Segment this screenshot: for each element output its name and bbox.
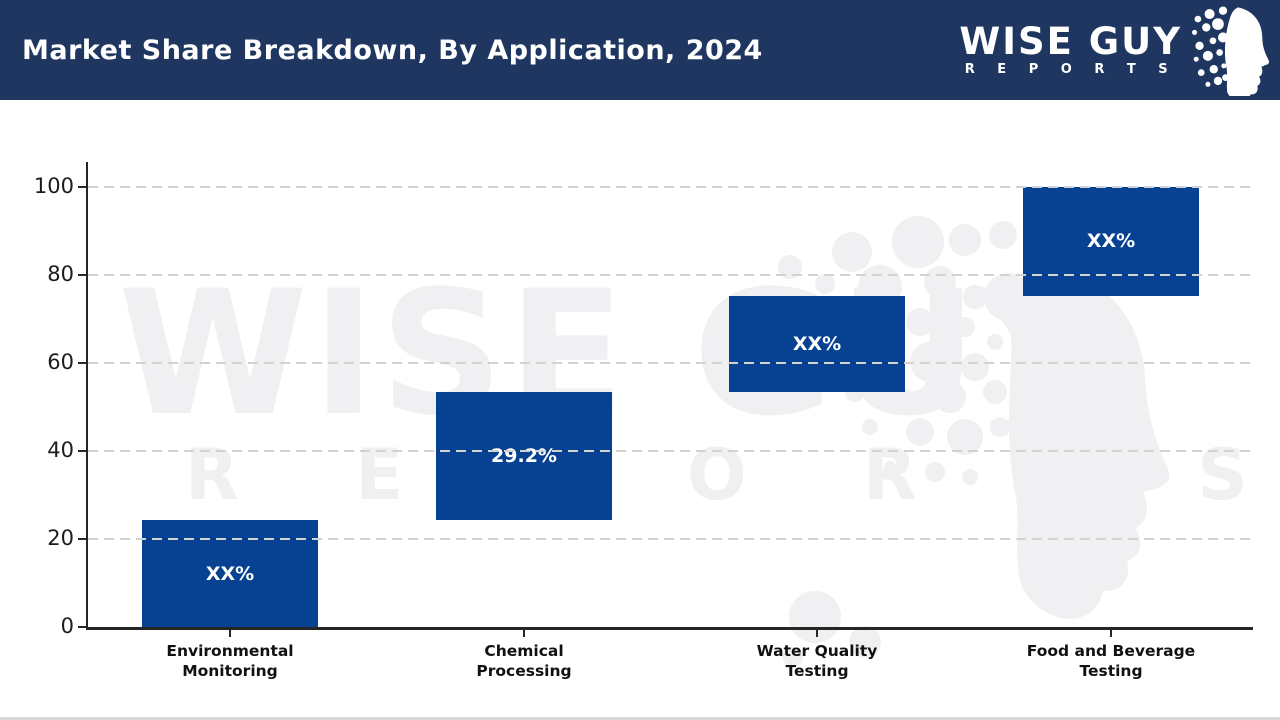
y-tick-label-20: 20 <box>47 526 74 550</box>
x-tick-mark-environmental-monitoring <box>229 630 231 637</box>
bar-water-quality-testing: XX% <box>729 295 905 392</box>
chart-region: WISE GUY R E P O R T S XX% 29.2% XX% XX% 0 20… <box>0 100 1280 717</box>
x-axis-line <box>86 627 1253 630</box>
x-tick-label-chemical-processing: Chemical Processing <box>374 641 674 681</box>
x-tick-label-line: Processing <box>476 662 572 680</box>
x-tick-label-line: Water Quality <box>756 642 878 660</box>
gridline-100 <box>88 186 1253 188</box>
x-tick-label-line: Environmental <box>166 642 294 660</box>
y-tick-label-80: 80 <box>47 262 74 286</box>
x-tick-label-line: Chemical <box>484 642 564 660</box>
bar-chemical-processing: 29.2% <box>436 391 612 521</box>
bar-environmental-monitoring: XX% <box>142 520 318 627</box>
gridline-60 <box>88 362 1253 364</box>
x-tick-label-food-and-beverage-testing: Food and Beverage Testing <box>961 641 1261 681</box>
x-tick-label-line: Monitoring <box>182 662 278 680</box>
y-tick-mark-20 <box>78 538 87 540</box>
y-tick-label-0: 0 <box>60 614 74 638</box>
y-tick-label-40: 40 <box>47 438 74 462</box>
x-tick-label-water-quality-testing: Water Quality Testing <box>667 641 967 681</box>
x-tick-mark-water-quality-testing <box>816 630 818 637</box>
bar-value-label: XX% <box>792 332 842 355</box>
logo-head-icon <box>1192 6 1269 96</box>
y-tick-mark-100 <box>78 186 87 188</box>
y-axis-line <box>86 162 88 627</box>
gridline-40 <box>88 450 1253 452</box>
x-tick-label-line: Testing <box>1079 662 1143 680</box>
brand-subtitle: R E P O R T S <box>964 62 1177 77</box>
gridline-80 <box>88 274 1253 276</box>
brand-name: WISE GUY <box>959 20 1182 63</box>
y-tick-mark-60 <box>78 362 87 364</box>
watermark-head-icon <box>778 216 1170 667</box>
x-tick-label-line: Testing <box>785 662 849 680</box>
bar-value-label: XX% <box>1086 230 1136 253</box>
gridline-20 <box>88 538 1253 540</box>
x-tick-label-environmental-monitoring: Environmental Monitoring <box>80 641 380 681</box>
bar-value-label: 29.2% <box>491 444 557 467</box>
bar-value-label: XX% <box>205 562 255 585</box>
y-tick-mark-0 <box>78 626 87 628</box>
header-bar: Market Share Breakdown, By Application, … <box>0 0 1280 100</box>
y-tick-label-60: 60 <box>47 350 74 374</box>
x-tick-mark-chemical-processing <box>523 630 525 637</box>
bar-food-and-beverage-testing: XX% <box>1023 187 1199 296</box>
x-tick-label-line: Food and Beverage <box>1026 642 1196 660</box>
y-tick-label-100: 100 <box>33 174 74 198</box>
y-tick-mark-40 <box>78 450 87 452</box>
x-tick-mark-food-and-beverage-testing <box>1110 630 1112 637</box>
page-title: Market Share Breakdown, By Application, … <box>22 34 763 66</box>
y-tick-mark-80 <box>78 274 87 276</box>
brand-logo-text: WISE GUY R E P O R T S <box>959 22 1182 78</box>
brand-logo: WISE GUY R E P O R T S <box>959 4 1270 96</box>
